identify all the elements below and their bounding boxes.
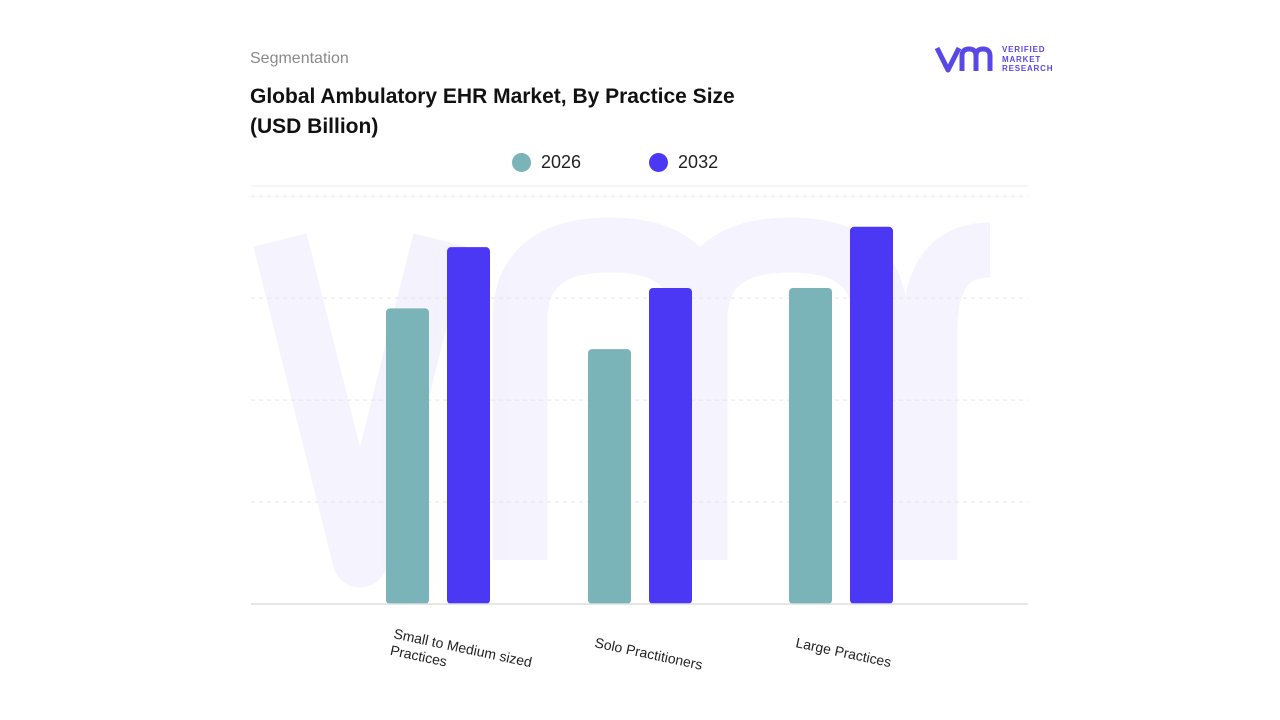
- x-tick-label-1: Solo Practitioners: [593, 634, 704, 672]
- x-tick-label-2: Large Practices: [794, 634, 892, 670]
- legend-label-2026: 2026: [541, 151, 582, 172]
- legend-item-2032: 2032: [649, 152, 718, 173]
- legend-swatch-2032: [649, 152, 669, 172]
- bar-2026-1: [588, 349, 631, 604]
- logo-line-market: MARKET: [1002, 54, 1042, 64]
- chart-title: Global Ambulatory EHR Market, By Practic…: [250, 85, 735, 138]
- bar-2032-1: [649, 287, 692, 604]
- chart-legend: 2026 2032: [512, 150, 786, 174]
- segment-label: Segmentation: [250, 50, 349, 67]
- legend-swatch-2026: [512, 152, 531, 172]
- bar-2032-0: [447, 247, 490, 605]
- x-tick-label-0: Small to Medium sizedPractices: [389, 625, 534, 687]
- legend-item-2026: 2026: [512, 152, 581, 173]
- bar-2032-2: [850, 226, 893, 604]
- legend-label-2032: 2032: [678, 151, 719, 172]
- logo-wordmark: VERIFIED MARKET RESEARCH: [1002, 45, 1053, 74]
- logo-line-research: RESEARCH: [1002, 64, 1054, 73]
- logo-line-verified: VERIFIED: [1002, 45, 1046, 54]
- bar-2026-2: [789, 287, 832, 604]
- bar-2026-0: [386, 308, 429, 604]
- vmr-logo-icon: [934, 46, 993, 73]
